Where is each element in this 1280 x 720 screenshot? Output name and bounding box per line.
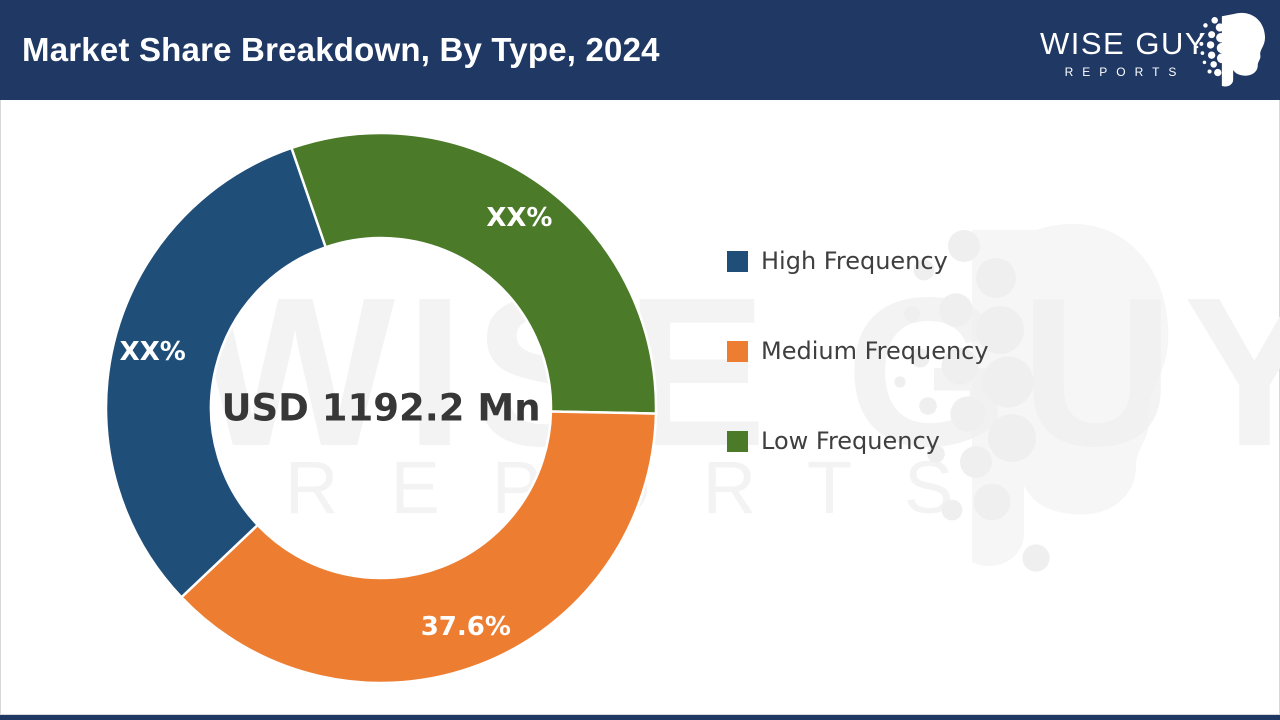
page-title: Market Share Breakdown, By Type, 2024 bbox=[22, 31, 660, 68]
wise-guy-logo-face-icon bbox=[1196, 12, 1265, 87]
watermark-face-dots bbox=[894, 223, 1169, 572]
legend-label: High Frequency bbox=[761, 247, 948, 275]
segment-label: XX% bbox=[120, 337, 186, 367]
donut-segment-high-frequency bbox=[104, 146, 327, 599]
segment-label: XX% bbox=[486, 203, 552, 233]
legend-swatch bbox=[727, 340, 748, 362]
legend-item: Low Frequency bbox=[727, 427, 989, 455]
chart-legend: High Frequency Medium Frequency Low Freque… bbox=[727, 247, 989, 517]
logo-subtitle: REPORTS bbox=[1064, 65, 1186, 79]
donut-center-value: USD 1192.2 Mn bbox=[221, 386, 541, 430]
legend-item: High Frequency bbox=[727, 247, 989, 275]
content-bottom-border bbox=[0, 714, 1280, 715]
wise-guy-logo: WISE GUY REPORTS bbox=[1012, 6, 1265, 94]
legend-label: Medium Frequency bbox=[761, 337, 989, 365]
donut-segment-low-frequency bbox=[290, 131, 658, 415]
legend-swatch bbox=[727, 430, 748, 452]
logo-wordmark: WISE GUY bbox=[1040, 26, 1208, 61]
legend-label: Low Frequency bbox=[761, 427, 940, 455]
header-bar: Market Share Breakdown, By Type, 2024 WI… bbox=[0, 0, 1280, 100]
segment-label: 37.6% bbox=[421, 612, 511, 642]
legend-item: Medium Frequency bbox=[727, 337, 989, 365]
legend-swatch bbox=[727, 250, 748, 272]
footer-bar bbox=[0, 715, 1280, 720]
donut-segment-medium-frequency bbox=[180, 410, 658, 685]
logo-text: WISE GUY REPORTS bbox=[1040, 26, 1207, 79]
